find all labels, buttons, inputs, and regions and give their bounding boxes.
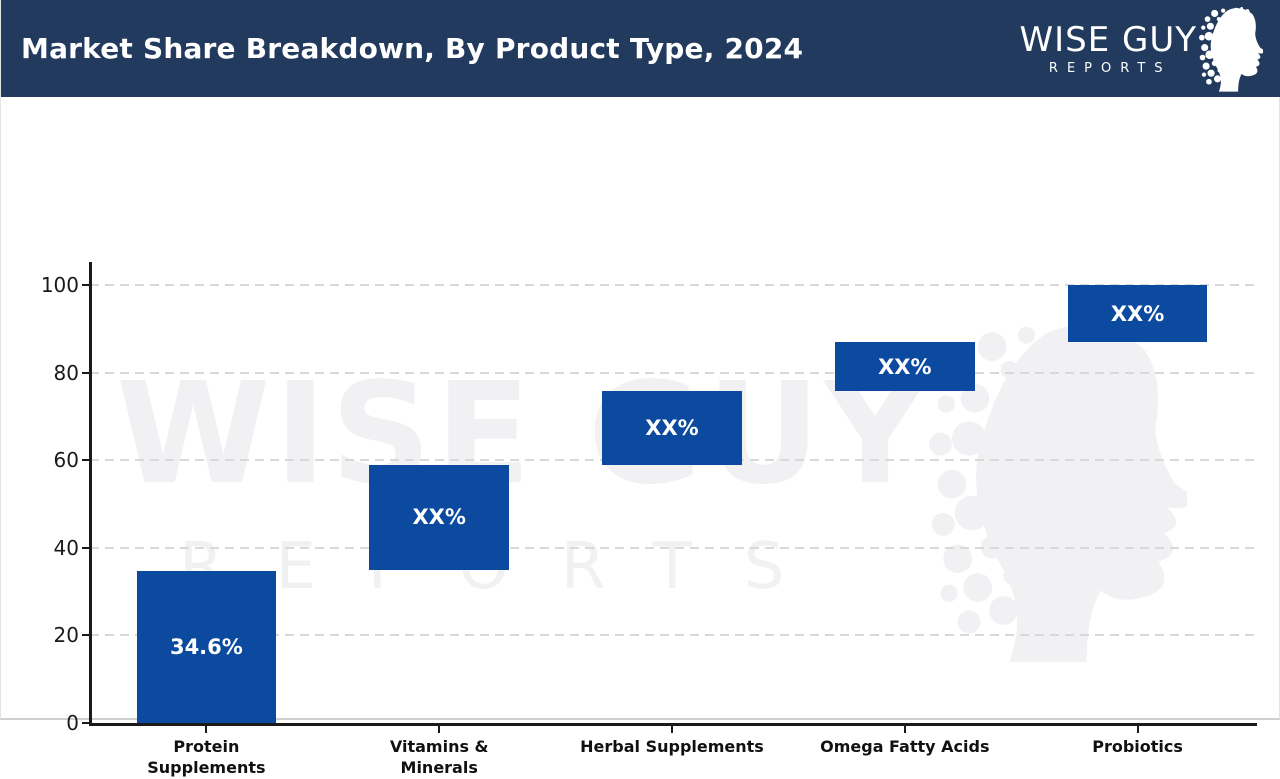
chart-title: Market Share Breakdown, By Product Type,… — [21, 32, 804, 65]
gridline-y-100 — [90, 284, 1254, 286]
x-category-label-2: Herbal Supplements — [580, 737, 764, 756]
logo-wordmark: WISE GUY — [1019, 19, 1197, 60]
gridline-y-80 — [90, 371, 1254, 374]
x-tick-mark-4 — [1136, 725, 1139, 733]
bar-value-label: XX% — [1110, 301, 1165, 326]
x-category-label-4: Probiotics — [1092, 737, 1183, 756]
x-tick-mark-0 — [205, 725, 208, 733]
y-tick-mark-20 — [82, 634, 90, 637]
bar-omega-fatty-acids: XX% — [834, 342, 975, 392]
y-tick-mark-60 — [82, 459, 90, 462]
bar-protein-supplements: 34.6% — [136, 571, 277, 723]
x-category-label-3: Omega Fatty Acids — [820, 737, 990, 756]
x-tick-mark-3 — [903, 725, 906, 733]
x-axis-spine — [89, 723, 1257, 726]
bar-value-label: XX% — [878, 354, 932, 379]
bar-probiotics: XX% — [1067, 285, 1208, 343]
y-tick-label-80: 80 — [53, 360, 79, 385]
y-tick-label-0: 0 — [66, 711, 79, 735]
logo-text: WISE GUY REPORTS — [1019, 23, 1197, 75]
bar-herbal-supplements: XX% — [602, 391, 742, 465]
y-tick-mark-0 — [82, 722, 90, 724]
y-tick-label-40: 40 — [53, 535, 79, 560]
y-tick-label-100: 100 — [40, 273, 79, 297]
y-axis-spine — [89, 262, 92, 725]
x-category-label-0: Protein Supplements — [147, 737, 266, 777]
x-tick-mark-1 — [438, 725, 441, 733]
gridline-y-40 — [90, 546, 1254, 549]
logo-subtitle: REPORTS — [1048, 60, 1172, 76]
logo-head-icon — [1199, 6, 1263, 92]
y-tick-label-20: 20 — [53, 623, 79, 648]
x-category-label-1: Vitamins & Minerals — [389, 737, 489, 777]
y-tick-mark-80 — [82, 371, 90, 374]
x-tick-mark-2 — [671, 725, 673, 733]
y-tick-mark-40 — [82, 546, 90, 549]
gridline-y-20 — [90, 634, 1254, 637]
bar-value-label: XX% — [645, 415, 699, 440]
watermark-wordmark: WISE GUY — [116, 353, 930, 516]
bar-vitamins-minerals: XX% — [369, 464, 510, 570]
y-tick-label-60: 60 — [53, 448, 79, 473]
y-tick-mark-100 — [82, 284, 90, 286]
bar-value-label: XX% — [412, 505, 466, 530]
wise-guy-logo: WISE GUY REPORTS — [1019, 6, 1263, 92]
header-bar: Market Share Breakdown, By Product Type,… — [1, 0, 1280, 97]
bar-value-label: 34.6% — [169, 635, 243, 660]
chart-plot-area: WISE GUY REPORTS 02040608010034.6%Protei… — [1, 97, 1280, 777]
